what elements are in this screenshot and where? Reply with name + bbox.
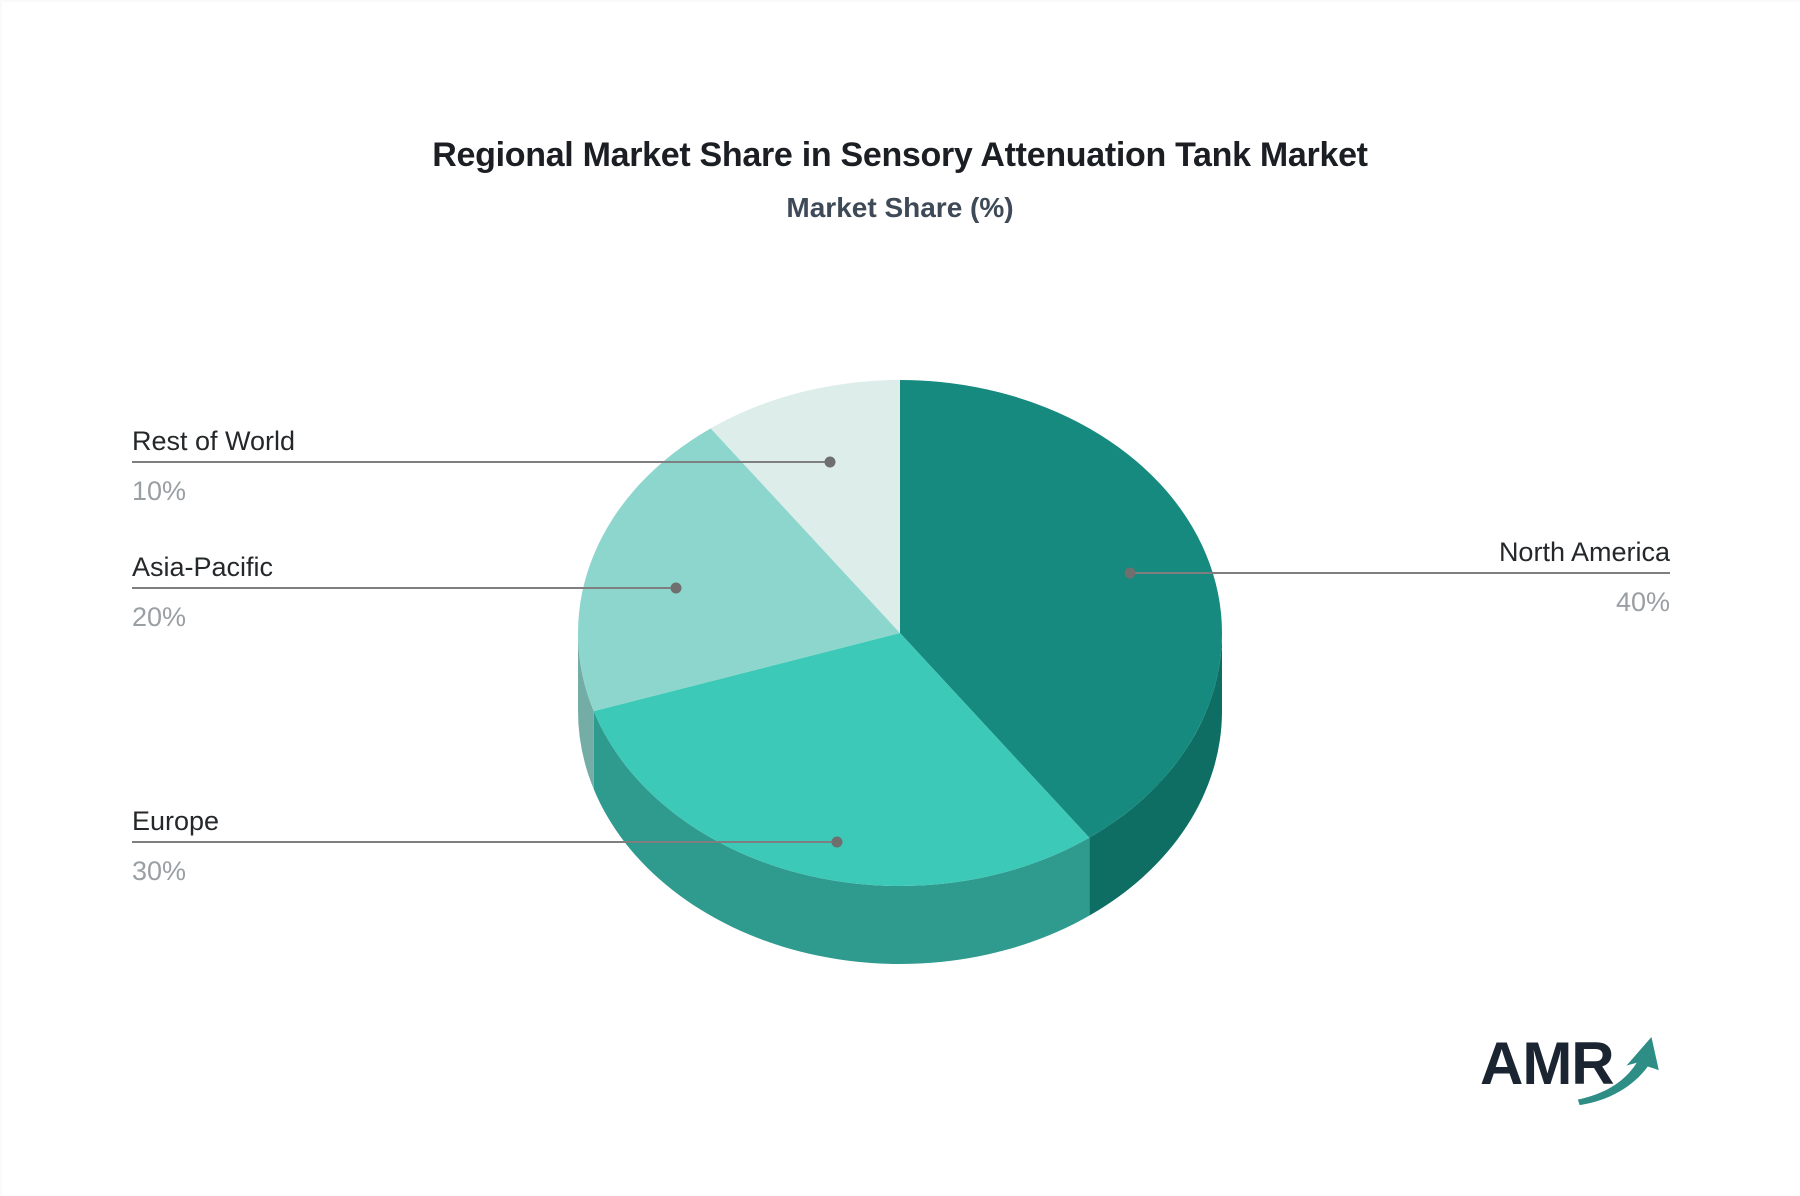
- pie-slice-asia-pacific: [578, 428, 900, 712]
- callout-north-america: North America 40%: [1499, 535, 1670, 619]
- callout-label-europe: Europe: [132, 806, 220, 836]
- callout-europe: Europe 30%: [132, 804, 219, 888]
- chart-title: Regional Market Share in Sensory Attenua…: [432, 136, 1368, 174]
- amr-logo: AMR: [1480, 1032, 1660, 1118]
- pie-slice-europe: [593, 633, 1090, 886]
- pie-side-europe: [593, 711, 1090, 964]
- callout-asia-pacific: Asia-Pacific 20%: [132, 550, 273, 634]
- callout-label-north-america: North America: [1498, 537, 1670, 567]
- chart-subtitle: Market Share (%): [786, 192, 1014, 223]
- pie-side-north-america: [1089, 633, 1222, 916]
- amr-logo-arrow-icon: [1577, 1037, 1659, 1106]
- callout-value-asia-pacific: 20%: [132, 602, 187, 632]
- leader-dot-rest-of-world: [824, 456, 836, 468]
- pie-side-asia-pacific: [578, 633, 594, 790]
- pie-slice-north-america: [900, 380, 1222, 838]
- leader-dot-europe: [831, 836, 843, 848]
- leader-dot-asia-pacific: [670, 582, 682, 594]
- callout-label-rest-of-world: Rest of World: [132, 426, 296, 456]
- pie-slice-rest-of-world: [710, 380, 900, 633]
- leader-dot-north-america: [1124, 567, 1136, 579]
- callout-value-europe: 30%: [132, 856, 187, 886]
- callout-value-north-america: 40%: [1615, 587, 1670, 617]
- callout-label-asia-pacific: Asia-Pacific: [132, 552, 274, 582]
- callout-rest-of-world: Rest of World 10%: [132, 424, 295, 508]
- callout-value-rest-of-world: 10%: [132, 476, 187, 506]
- amr-logo-text: AMR: [1480, 1030, 1615, 1097]
